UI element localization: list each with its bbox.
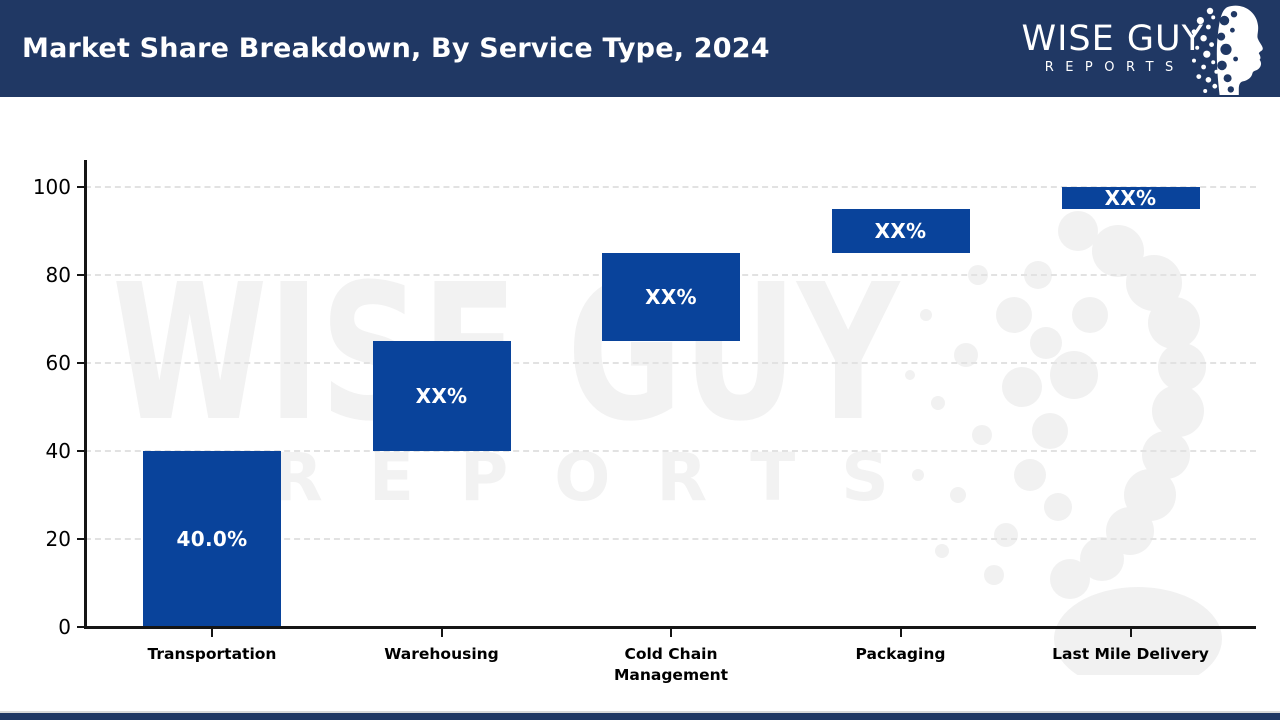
- x-tick-label-last-mile-delivery: Last Mile Delivery: [1052, 645, 1209, 663]
- y-axis-line: [84, 160, 87, 629]
- bar-value-label-cold-chain-management: XX%: [645, 285, 697, 309]
- logo-wordmark-main: WISE GUY: [1021, 18, 1204, 59]
- y-tick-label-80: 80: [45, 263, 71, 287]
- bar-value-label-packaging: XX%: [874, 219, 927, 243]
- y-tick-20: [77, 538, 85, 540]
- y-tick-label-100: 100: [32, 175, 71, 199]
- plot-area: WISE GUY REPORTS 0 20 40 60 80 100 40.0% XX% XX%…: [0, 97, 1280, 713]
- y-tick-label-60: 60: [45, 351, 71, 375]
- x-axis-line: [85, 626, 1256, 629]
- y-tick-80: [77, 274, 85, 276]
- y-tick-60: [77, 362, 85, 364]
- x-tick-label-warehousing: Warehousing: [384, 645, 499, 663]
- y-tick-label-40: 40: [45, 439, 71, 463]
- bar-value-label-warehousing: XX%: [415, 384, 468, 408]
- y-tick-40: [77, 450, 85, 452]
- gridline-60: [85, 362, 1256, 364]
- x-tick-label-transportation: Transportation: [147, 645, 277, 663]
- bar-value-label-transportation: 40.0%: [176, 527, 248, 551]
- bar-value-label-last-mile-delivery: XX%: [1104, 186, 1157, 210]
- watermark-head-icon: [905, 211, 1222, 675]
- bar-transportation: 40.0%: [143, 451, 281, 627]
- footer-bar: [0, 713, 1280, 720]
- bar-packaging: XX%: [831, 209, 970, 253]
- bar-warehousing: XX%: [372, 341, 511, 451]
- x-tick-transportation: [211, 629, 213, 637]
- logo-wordmark-sub: REPORTS: [1044, 60, 1185, 76]
- bar-cold-chain-management: XX%: [602, 253, 740, 341]
- gridline-40: [85, 450, 1256, 452]
- x-tick-last-mile-delivery: [1129, 629, 1132, 637]
- header: Market Share Breakdown, By Service Type,…: [0, 0, 1280, 97]
- logo-wordmark: WISE GUY REPORTS: [1021, 18, 1204, 76]
- x-tick-cold-chain-management: [670, 629, 672, 637]
- x-tick-label-cold-chain-management: Cold Chain Management: [613, 645, 729, 684]
- wise-guy-logo: WISE GUY REPORTS: [1021, 3, 1266, 95]
- x-tick-packaging: [899, 629, 902, 637]
- watermark-wordmark-sub: REPORTS: [272, 439, 935, 516]
- x-tick-label-packaging: Packaging: [855, 645, 946, 663]
- y-tick-100: [77, 186, 85, 188]
- y-tick-label-20: 20: [45, 527, 71, 551]
- logo-head-icon: [1190, 5, 1263, 95]
- gridline-20: [85, 538, 1256, 540]
- x-tick-warehousing: [440, 629, 443, 637]
- y-tick-label-0: 0: [58, 615, 71, 639]
- gridline-100: [85, 186, 1256, 188]
- bar-last-mile-delivery: XX%: [1061, 186, 1200, 210]
- y-tick-0: [77, 626, 85, 628]
- chart-title: Market Share Breakdown, By Service Type,…: [22, 33, 770, 64]
